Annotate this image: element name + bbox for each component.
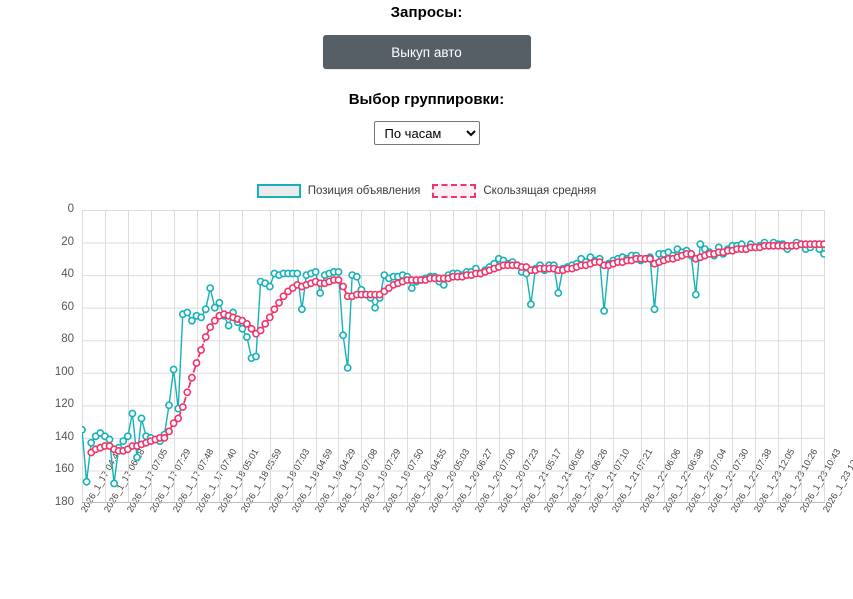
- data-point: [105, 435, 114, 444]
- data-point: [128, 409, 137, 418]
- data-point: [119, 437, 128, 445]
- data-point: [691, 290, 700, 299]
- data-point: [206, 323, 215, 332]
- data-point: [275, 298, 283, 307]
- y-tick-label: 80: [61, 333, 74, 346]
- y-tick-label: 180: [54, 496, 74, 508]
- data-point: [178, 403, 187, 411]
- data-point: [206, 284, 215, 292]
- data-point: [339, 282, 347, 291]
- chart-svg[interactable]: [82, 210, 825, 503]
- data-point: [210, 303, 219, 312]
- data-point: [183, 388, 192, 397]
- y-tick-label: 100: [54, 365, 74, 378]
- data-point: [687, 250, 696, 258]
- y-tick-label: 60: [61, 300, 74, 313]
- data-point: [242, 333, 251, 341]
- data-point: [165, 401, 173, 410]
- data-point: [87, 438, 96, 447]
- data-point: [270, 305, 279, 314]
- data-point: [526, 300, 535, 309]
- data-point: [224, 321, 233, 330]
- legend-label-moving-average: Скользящая средняя: [483, 185, 597, 197]
- data-point: [210, 316, 219, 325]
- legend-label-position: Позиция объявления: [307, 185, 421, 197]
- y-tick-label: 20: [61, 235, 74, 248]
- query-button-row: Выкуп авто: [0, 35, 853, 69]
- data-point: [82, 477, 91, 486]
- data-point: [600, 307, 608, 315]
- data-point: [334, 276, 343, 284]
- y-tick-label: 120: [54, 398, 74, 411]
- y-tick-label: 0: [67, 203, 74, 215]
- data-point: [293, 269, 302, 278]
- series-markers-moving-average: [87, 240, 825, 457]
- data-point: [242, 320, 251, 328]
- query-button[interactable]: Выкуп авто: [322, 35, 531, 69]
- data-point: [192, 359, 201, 367]
- data-point: [137, 414, 146, 423]
- data-point: [197, 313, 205, 322]
- data-point: [215, 298, 224, 307]
- data-point: [169, 365, 178, 374]
- data-point: [133, 453, 141, 462]
- data-point: [252, 352, 260, 361]
- chart-legend: Позиция объявления Скользящая средняя: [0, 184, 853, 198]
- data-point: [407, 284, 416, 292]
- data-point: [316, 289, 325, 297]
- data-point: [439, 281, 448, 289]
- data-point: [820, 250, 825, 258]
- data-point: [646, 254, 654, 263]
- y-tick-label: 140: [54, 430, 74, 443]
- data-point: [265, 313, 274, 322]
- data-point: [197, 346, 205, 354]
- data-point: [554, 289, 563, 297]
- chart-plot-area: [82, 210, 825, 503]
- data-point: [256, 326, 265, 335]
- data-point: [165, 427, 173, 436]
- legend-item-position[interactable]: Позиция объявления: [256, 184, 421, 198]
- data-point: [160, 433, 169, 442]
- data-point: [343, 363, 352, 372]
- data-point: [696, 240, 705, 249]
- grouping-title: Выбор группировки:: [348, 91, 505, 108]
- data-point: [352, 272, 361, 281]
- data-point: [265, 282, 274, 291]
- data-point: [188, 373, 196, 382]
- chart-container: Позиция объявления Скользящая средняя 0 2…: [0, 176, 853, 599]
- data-point: [339, 331, 347, 340]
- y-tick-label: 160: [54, 463, 74, 476]
- y-tick-label: 40: [61, 268, 74, 281]
- data-point: [279, 292, 288, 301]
- data-point: [238, 324, 247, 333]
- data-point: [371, 303, 379, 312]
- data-point: [334, 268, 343, 276]
- legend-item-moving-average[interactable]: Скользящая средняя: [432, 184, 596, 198]
- data-point: [311, 268, 320, 276]
- data-point: [261, 320, 270, 328]
- data-point: [82, 425, 86, 434]
- data-point: [123, 432, 132, 441]
- data-point: [110, 479, 118, 488]
- legend-swatch-moving-average: [432, 184, 477, 198]
- data-point: [201, 333, 210, 341]
- data-point: [297, 305, 306, 314]
- data-point: [169, 419, 178, 428]
- data-point: [201, 305, 210, 314]
- data-point: [188, 316, 196, 325]
- data-point: [820, 240, 825, 249]
- legend-swatch-position: [256, 184, 301, 198]
- data-point: [174, 414, 183, 423]
- data-point: [247, 324, 256, 333]
- data-point: [183, 308, 192, 317]
- data-point: [650, 305, 659, 314]
- queries-title: Запросы:: [390, 4, 463, 21]
